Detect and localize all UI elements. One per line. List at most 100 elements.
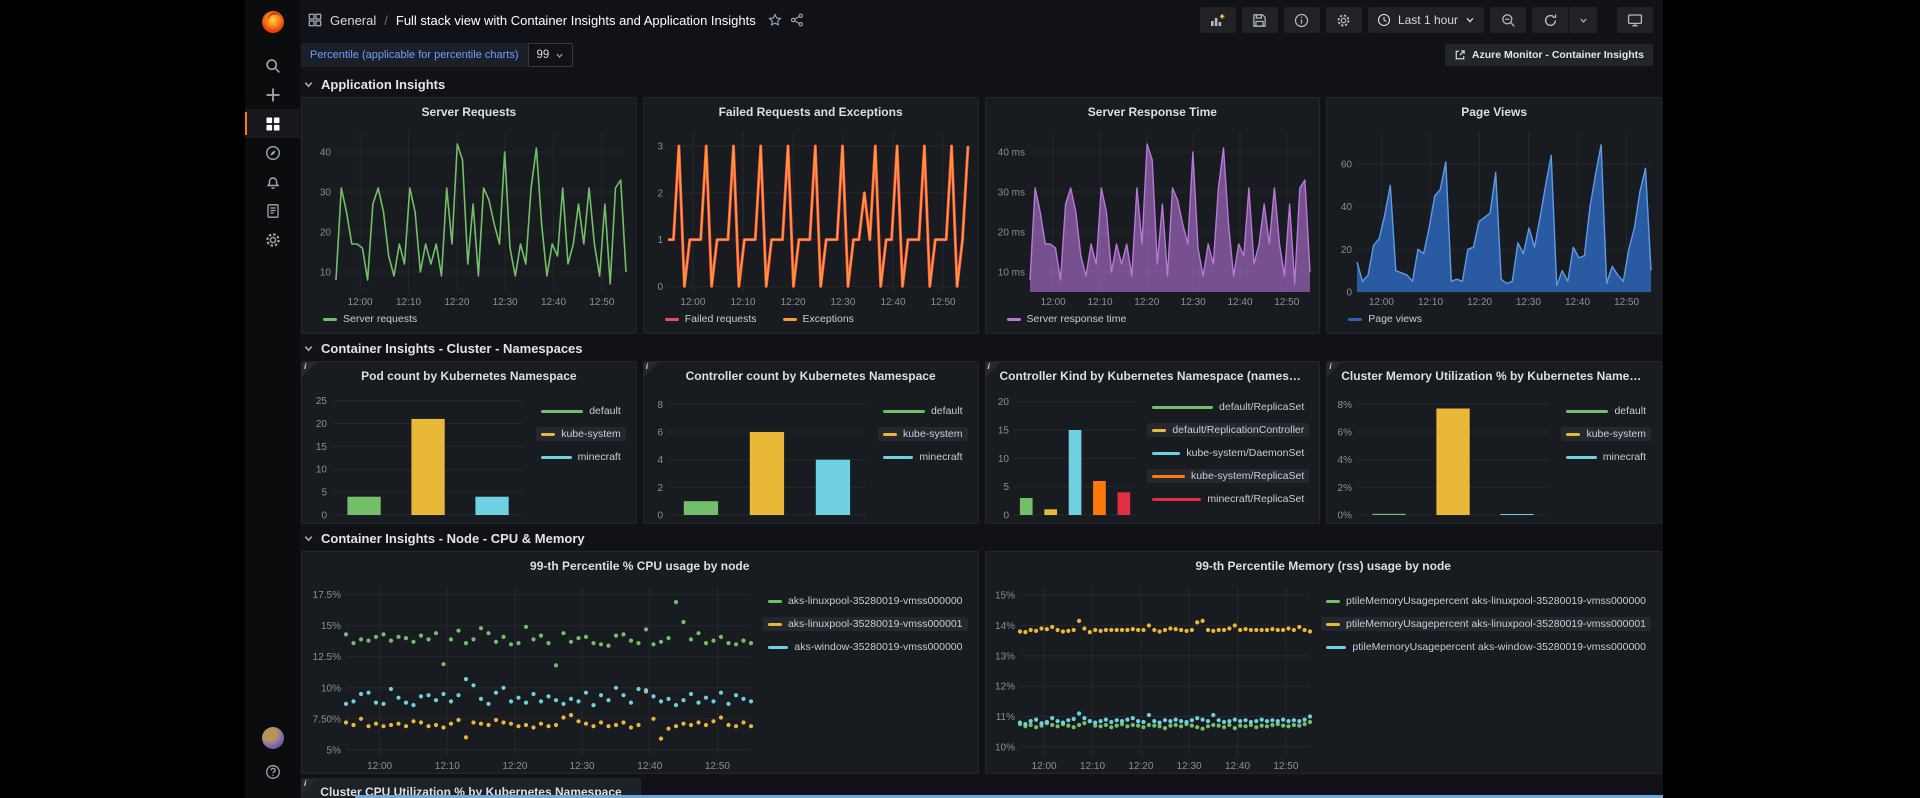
svg-text:2: 2 (657, 483, 663, 494)
section-title: Application Insights (321, 77, 446, 92)
legend-item-exceptions[interactable]: Exceptions (778, 312, 859, 326)
chart-plot[interactable]: 0 2 4 6 8 (644, 388, 876, 523)
svg-text:12:30: 12:30 (570, 761, 595, 772)
panel-info-corner-icon[interactable]: i (643, 362, 659, 377)
chart-plot[interactable]: 12:00 12:10 12:20 12:30 12:40 12:50 0 1 2 3 (644, 124, 978, 309)
legend-color-swatch (767, 645, 789, 649)
svg-text:10: 10 (320, 268, 332, 279)
section-container-insights-node[interactable]: Container Insights - Node - CPU & Memory (303, 531, 1662, 546)
legend-item-ptilememoryusagepercent-aks-linuxpool-35280019-v[interactable]: ptileMemoryUsagepercent aks-linuxpool-35… (1321, 617, 1651, 631)
legend-label: ptileMemoryUsagepercent aks-window-35280… (1352, 641, 1646, 653)
svg-text:2: 2 (657, 188, 663, 199)
panel-info-corner-icon[interactable]: i (1327, 362, 1343, 377)
chart-plot[interactable]: 0 5 10 15 20 (986, 388, 1146, 523)
legend-color-swatch (882, 455, 914, 459)
legend-item-server-requests[interactable]: Server requests (318, 312, 422, 326)
user-avatar[interactable] (261, 727, 284, 749)
chart-plot[interactable]: 0% 2% 4% 6% 8% (1327, 388, 1559, 523)
legend-item-default[interactable]: default (878, 404, 968, 418)
legend-label: kube-system (902, 428, 963, 440)
panel-legend: Page views (1327, 309, 1661, 333)
legend-item-kube-system[interactable]: kube-system (1561, 427, 1651, 441)
refresh-button[interactable] (1532, 7, 1568, 33)
sidebar-item-dashboards[interactable] (245, 109, 300, 138)
panel-row-node-cpu-memory: 99-th Percentile % CPU usage by node 12:0… (301, 551, 1662, 774)
legend-item-kube-system-daemonset[interactable]: kube-system/DaemonSet (1147, 446, 1309, 460)
legend-item-ptilememoryusagepercent-aks-linuxpool-35280019-v[interactable]: ptileMemoryUsagepercent aks-linuxpool-35… (1321, 594, 1651, 608)
legend-item-default-replicationcontroller[interactable]: default/ReplicationController (1147, 423, 1310, 437)
legend-item-ptilememoryusagepercent-aks-window-35280019-vmss[interactable]: ptileMemoryUsagepercent aks-window-35280… (1321, 640, 1651, 654)
submenu-row: Percentile (applicable for percentile ch… (300, 40, 1663, 70)
panel-info-corner-icon[interactable]: i (302, 779, 317, 794)
azure-monitor-link[interactable]: Azure Monitor - Container Insights (1444, 44, 1653, 66)
top-nav: General / Full stack view with Container… (300, 0, 1663, 40)
legend-color-swatch (1326, 645, 1347, 649)
legend-item-default[interactable]: default (536, 404, 626, 418)
breadcrumb-section[interactable]: General (330, 12, 377, 28)
svg-text:12:00: 12:00 (1031, 761, 1056, 772)
legend-item-minecraft[interactable]: minecraft (1561, 450, 1651, 464)
panel-info-button[interactable] (1283, 7, 1320, 33)
kiosk-mode-button[interactable] (1617, 7, 1653, 33)
sidebar-item-configuration[interactable] (245, 225, 300, 254)
legend-label: Exceptions (802, 313, 854, 325)
legend-item-kube-system[interactable]: kube-system (536, 427, 626, 441)
svg-text:12:40: 12:40 (880, 297, 905, 308)
svg-text:12:10: 12:10 (435, 761, 460, 772)
svg-text:0: 0 (321, 511, 327, 522)
legend-item-aks-linuxpool-35280019-vmss000001[interactable]: aks-linuxpool-35280019-vmss000001 (762, 617, 968, 631)
chart-plot[interactable]: 12:00 12:10 12:20 12:30 12:40 12:50 10 20 30 40 (302, 124, 636, 309)
chart-plot[interactable]: 12:00 12:10 12:20 12:30 12:40 12:50 0 20 40 60 (1327, 124, 1661, 309)
save-dashboard-button[interactable] (1241, 7, 1278, 33)
svg-text:12:20: 12:20 (1467, 297, 1492, 308)
sidebar-item-help[interactable] (245, 757, 300, 786)
section-container-insights-namespaces[interactable]: Container Insights - Cluster - Namespace… (303, 341, 1662, 356)
legend-item-default[interactable]: default (1561, 404, 1651, 418)
svg-text:15: 15 (316, 442, 328, 453)
legend-item-aks-linuxpool-35280019-vmss000000[interactable]: aks-linuxpool-35280019-vmss000000 (763, 594, 968, 608)
chart-plot[interactable]: 12:00 12:10 12:20 12:30 12:40 12:50 10% 11% 12% 1… (986, 578, 1320, 773)
variable-value-dropdown[interactable]: 99 (527, 43, 574, 67)
sidebar-item-docs[interactable] (245, 196, 300, 225)
panel-info-corner-icon[interactable]: i (302, 362, 317, 377)
panel-page-views: Page Views 12:00 12:10 12:20 12:30 12:40 12:50… (1326, 97, 1662, 334)
legend-item-aks-window-35280019-vmss000000[interactable]: aks-window-35280019-vmss000000 (763, 640, 968, 654)
svg-text:12:10: 12:10 (730, 297, 755, 308)
panel-title: Server Requests (421, 105, 517, 119)
dashboard-apps-icon (308, 13, 322, 27)
panel-legend: default/ReplicaSet default/ReplicationCon… (1145, 388, 1319, 523)
azure-monitor-link-label: Azure Monitor - Container Insights (1471, 49, 1644, 61)
legend-item-minecraft-replicaset[interactable]: minecraft/ReplicaSet (1147, 492, 1309, 506)
legend-item-minecraft[interactable]: minecraft (878, 450, 968, 464)
star-icon[interactable] (768, 13, 782, 27)
svg-text:0%: 0% (1338, 511, 1353, 522)
chart-plot[interactable]: 12:00 12:10 12:20 12:30 12:40 12:50 10 ms 20 ms… (986, 124, 1320, 309)
legend-item-server-response-time[interactable]: Server response time (1002, 312, 1132, 326)
section-application-insights[interactable]: Application Insights (303, 77, 1662, 92)
share-icon[interactable] (790, 13, 804, 27)
dashboard-settings-button[interactable] (1325, 7, 1362, 33)
legend-item-kube-system[interactable]: kube-system (877, 427, 968, 441)
legend-item-failed-requests[interactable]: Failed requests (660, 312, 762, 326)
chart-plot[interactable]: 12:00 12:10 12:20 12:30 12:40 12:50 5% 7.50% 10%… (302, 578, 761, 773)
sidebar-item-search[interactable] (245, 51, 300, 80)
svg-text:12:00: 12:00 (348, 297, 373, 308)
svg-text:12:30: 12:30 (493, 297, 518, 308)
refresh-interval-dropdown[interactable] (1569, 7, 1597, 33)
grafana-logo[interactable] (258, 7, 288, 37)
sidebar-item-create[interactable] (245, 80, 300, 109)
legend-item-default-replicaset[interactable]: default/ReplicaSet (1147, 400, 1309, 414)
panel-info-corner-icon[interactable]: i (985, 362, 1001, 377)
svg-text:2%: 2% (1338, 483, 1353, 494)
legend-item-kube-system-replicaset[interactable]: kube-system/ReplicaSet (1147, 469, 1310, 483)
panel-title: Server Response Time (1087, 105, 1217, 119)
legend-item-minecraft[interactable]: minecraft (536, 450, 626, 464)
chart-plot[interactable]: 0 5 10 15 20 25 (302, 388, 534, 523)
sidebar-item-explore[interactable] (245, 138, 300, 167)
time-range-picker[interactable]: Last 1 hour (1367, 7, 1484, 33)
add-panel-button[interactable] (1199, 7, 1236, 33)
sidebar-item-alerting[interactable] (245, 167, 300, 196)
panel-title: 99-th Percentile % CPU usage by node (530, 559, 750, 573)
legend-item-page-views[interactable]: Page views (1343, 312, 1427, 326)
zoom-out-time-button[interactable] (1490, 7, 1526, 33)
